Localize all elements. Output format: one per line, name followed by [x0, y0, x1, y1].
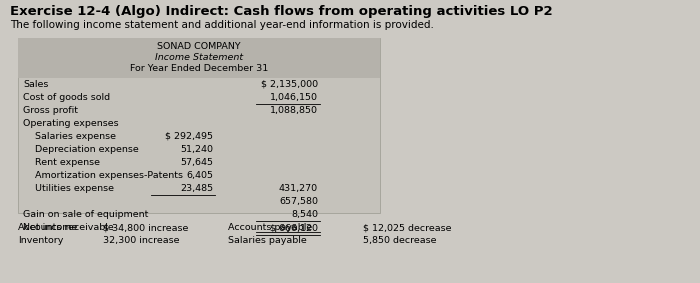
Text: Cost of goods sold: Cost of goods sold — [23, 93, 110, 102]
Text: 6,405: 6,405 — [186, 171, 213, 180]
Text: For Year Ended December 31: For Year Ended December 31 — [130, 64, 268, 73]
Text: Gross profit: Gross profit — [23, 106, 78, 115]
Text: 32,300 increase: 32,300 increase — [103, 236, 179, 245]
Bar — [18, 38, 380, 78]
Text: $ 2,135,000: $ 2,135,000 — [261, 80, 318, 89]
Text: Exercise 12-4 (Algo) Indirect: Cash flows from operating activities LO P2: Exercise 12-4 (Algo) Indirect: Cash flow… — [10, 5, 552, 18]
Text: Operating expenses: Operating expenses — [23, 119, 118, 128]
Bar — [18, 38, 380, 213]
Text: 23,485: 23,485 — [180, 184, 213, 193]
Text: Sales: Sales — [23, 80, 48, 89]
Text: 1,046,150: 1,046,150 — [270, 93, 318, 102]
Text: Accounts payable: Accounts payable — [228, 223, 312, 232]
Text: Accounts receivable: Accounts receivable — [18, 223, 113, 232]
Text: Income Statement: Income Statement — [155, 53, 243, 62]
Text: Gain on sale of equipment: Gain on sale of equipment — [23, 210, 148, 219]
Text: 5,850 decrease: 5,850 decrease — [363, 236, 437, 245]
Text: $ 12,025 decrease: $ 12,025 decrease — [363, 223, 452, 232]
Text: 51,240: 51,240 — [180, 145, 213, 154]
Text: $ 292,495: $ 292,495 — [165, 132, 213, 141]
Text: Inventory: Inventory — [18, 236, 64, 245]
Text: Utilities expense: Utilities expense — [35, 184, 114, 193]
Text: Salaries expense: Salaries expense — [35, 132, 116, 141]
Text: 57,645: 57,645 — [180, 158, 213, 167]
Text: $ 34,800 increase: $ 34,800 increase — [103, 223, 188, 232]
Text: Amortization expenses-Patents: Amortization expenses-Patents — [35, 171, 183, 180]
Text: Salaries payable: Salaries payable — [228, 236, 307, 245]
Text: $ 666,120: $ 666,120 — [270, 223, 318, 232]
Text: The following income statement and additional year-end information is provided.: The following income statement and addit… — [10, 20, 434, 30]
Text: Net income: Net income — [23, 223, 78, 232]
Text: 8,540: 8,540 — [291, 210, 318, 219]
Text: SONAD COMPANY: SONAD COMPANY — [158, 42, 241, 51]
Text: 431,270: 431,270 — [279, 184, 318, 193]
Text: 1,088,850: 1,088,850 — [270, 106, 318, 115]
Text: Depreciation expense: Depreciation expense — [35, 145, 139, 154]
Text: 657,580: 657,580 — [279, 197, 318, 206]
Text: Rent expense: Rent expense — [35, 158, 100, 167]
